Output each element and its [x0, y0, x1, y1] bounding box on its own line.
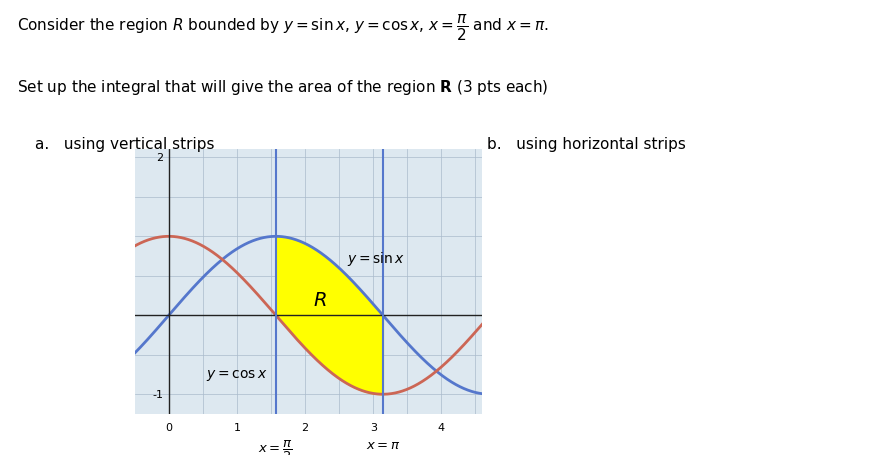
Text: $R$: $R$ — [313, 290, 327, 309]
Text: 3: 3 — [369, 422, 377, 432]
Text: -1: -1 — [152, 389, 163, 399]
Text: $x = \dfrac{\pi}{2}$: $x = \dfrac{\pi}{2}$ — [258, 438, 293, 455]
Text: 0: 0 — [165, 422, 172, 432]
Text: 1: 1 — [234, 422, 241, 432]
Text: a.   using vertical strips: a. using vertical strips — [35, 136, 215, 152]
Text: 2: 2 — [156, 153, 163, 163]
Text: Consider the region $R$ bounded by $y = \sin x$, $y = \cos x$, $x = \dfrac{\pi}{: Consider the region $R$ bounded by $y = … — [17, 14, 549, 43]
Text: 4: 4 — [438, 422, 445, 432]
Text: 2: 2 — [302, 422, 308, 432]
Text: $y = \sin x$: $y = \sin x$ — [348, 250, 406, 268]
Text: Set up the integral that will give the area of the region $\mathbf{R}$ (3 pts ea: Set up the integral that will give the a… — [17, 77, 549, 96]
Text: $x = \pi$: $x = \pi$ — [366, 438, 401, 450]
Text: b.   using horizontal strips: b. using horizontal strips — [487, 136, 686, 152]
Text: $y = \cos x$: $y = \cos x$ — [206, 367, 268, 382]
